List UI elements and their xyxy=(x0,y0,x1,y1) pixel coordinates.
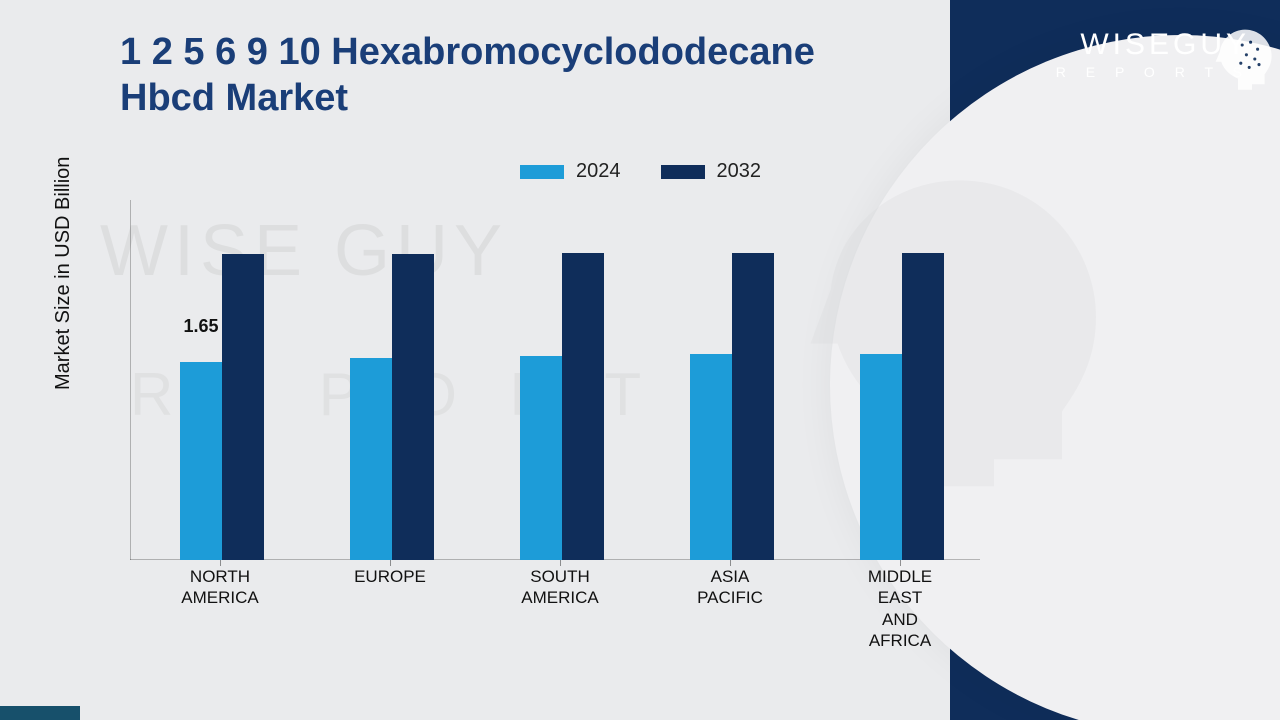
legend-swatch-2032 xyxy=(661,165,705,179)
logo-text-wise: WISE xyxy=(1080,28,1173,61)
x-axis-category-label: NORTHAMERICA xyxy=(155,566,285,609)
y-axis-label: Market Size in USD Billion xyxy=(52,157,75,390)
bar xyxy=(690,354,732,560)
brand-logo: WISEGUY R E P O R T S xyxy=(1056,28,1250,80)
logo-text-guy: GUY xyxy=(1173,28,1250,61)
y-axis-line xyxy=(130,200,131,560)
bar xyxy=(902,253,944,560)
bar xyxy=(392,254,434,560)
bar xyxy=(520,356,562,560)
bar xyxy=(180,362,222,560)
bar xyxy=(222,254,264,560)
legend-swatch-2024 xyxy=(520,165,564,179)
bar-chart: 2024 2032 Market Size in USD Billion 1.6… xyxy=(60,160,980,680)
x-axis-category-label: SOUTHAMERICA xyxy=(495,566,625,609)
legend-label-2024: 2024 xyxy=(576,160,621,183)
bar xyxy=(732,253,774,560)
bar-value-label: 1.65 xyxy=(183,316,218,337)
chart-legend: 2024 2032 xyxy=(520,160,761,183)
bar xyxy=(860,354,902,560)
legend-label-2032: 2032 xyxy=(717,160,762,183)
x-axis-category-label: EUROPE xyxy=(325,566,455,587)
bottom-accent-bar xyxy=(0,706,80,720)
chart-title: 1 2 5 6 9 10 Hexabromocyclododecane Hbcd… xyxy=(120,30,860,121)
bar xyxy=(350,358,392,560)
x-axis-category-label: MIDDLEEASTANDAFRICA xyxy=(835,566,965,651)
x-axis-category-label: ASIAPACIFIC xyxy=(665,566,795,609)
legend-item-2024: 2024 xyxy=(520,160,621,183)
legend-item-2032: 2032 xyxy=(661,160,762,183)
bar xyxy=(562,253,604,560)
logo-text-reports: R E P O R T S xyxy=(1056,64,1250,80)
plot-area: 1.65 xyxy=(130,200,980,560)
